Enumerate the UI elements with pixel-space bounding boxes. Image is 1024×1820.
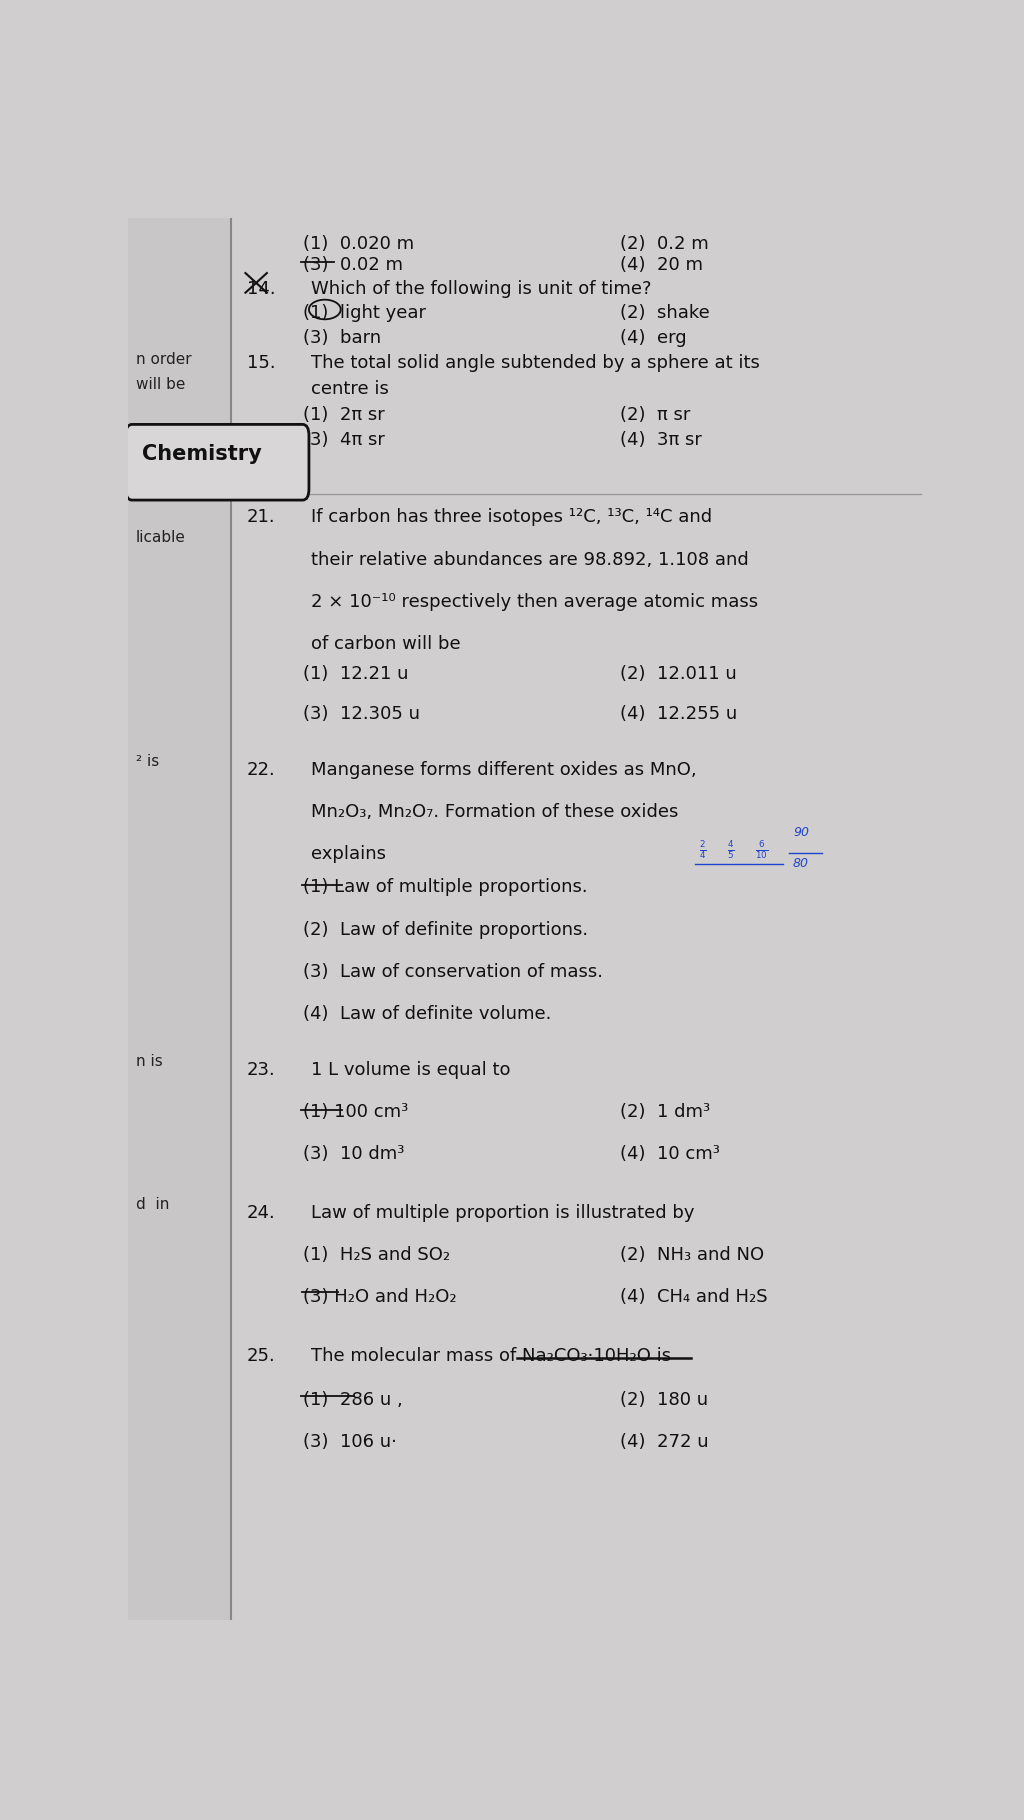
- Text: 21.: 21.: [247, 508, 275, 526]
- Text: (1)  2π sr: (1) 2π sr: [303, 406, 384, 424]
- Text: (1)  12.21 u: (1) 12.21 u: [303, 666, 409, 684]
- Text: (3)  4π sr: (3) 4π sr: [303, 431, 384, 450]
- Text: d  in: d in: [136, 1196, 169, 1212]
- Text: licable: licable: [136, 530, 185, 544]
- Text: (4)  10 cm³: (4) 10 cm³: [620, 1145, 720, 1163]
- Text: Mn₂O₃, Mn₂O₇. Formation of these oxides: Mn₂O₃, Mn₂O₇. Formation of these oxides: [310, 803, 678, 821]
- Text: centre is: centre is: [310, 380, 388, 397]
- Text: Law of multiple proportion is illustrated by: Law of multiple proportion is illustrate…: [310, 1203, 694, 1221]
- Text: of carbon will be: of carbon will be: [310, 635, 460, 653]
- Text: Manganese forms different oxides as MnO,: Manganese forms different oxides as MnO,: [310, 761, 696, 779]
- Text: $\frac{4}{5}$: $\frac{4}{5}$: [727, 839, 735, 861]
- Text: 1 L volume is equal to: 1 L volume is equal to: [310, 1061, 510, 1079]
- Text: ² is: ² is: [136, 753, 159, 768]
- Text: (1)  286 u ,: (1) 286 u ,: [303, 1390, 402, 1409]
- Text: 25.: 25.: [247, 1347, 275, 1365]
- Text: Chemistry: Chemistry: [142, 444, 262, 464]
- Text: (3)  0.02 m: (3) 0.02 m: [303, 257, 402, 275]
- Text: (4)  erg: (4) erg: [620, 329, 687, 348]
- Text: n is: n is: [136, 1054, 163, 1068]
- Text: Which of the following is unit of time?: Which of the following is unit of time?: [310, 280, 651, 298]
- Text: $\frac{2}{4}$: $\frac{2}{4}$: [699, 839, 707, 861]
- Text: (3)  106 u·: (3) 106 u·: [303, 1434, 396, 1451]
- Text: their relative abundances are 98.892, 1.108 and: their relative abundances are 98.892, 1.…: [310, 550, 749, 568]
- Text: 22.: 22.: [247, 761, 275, 779]
- Text: (1)  light year: (1) light year: [303, 304, 426, 322]
- Text: 2 × 10⁻¹⁰ respectively then average atomic mass: 2 × 10⁻¹⁰ respectively then average atom…: [310, 593, 758, 610]
- Text: (4)  20 m: (4) 20 m: [620, 257, 703, 275]
- Text: (4)  CH₄ and H₂S: (4) CH₄ and H₂S: [620, 1289, 768, 1305]
- Text: (4)  Law of definite volume.: (4) Law of definite volume.: [303, 1005, 551, 1023]
- Text: (3)  10 dm³: (3) 10 dm³: [303, 1145, 403, 1163]
- Text: (1) Law of multiple proportions.: (1) Law of multiple proportions.: [303, 879, 587, 897]
- Text: (2)  π sr: (2) π sr: [620, 406, 690, 424]
- Text: (1)  H₂S and SO₂: (1) H₂S and SO₂: [303, 1245, 450, 1263]
- Text: (3)  Law of conservation of mass.: (3) Law of conservation of mass.: [303, 963, 602, 981]
- Text: (2)  shake: (2) shake: [620, 304, 710, 322]
- Text: (1)  0.020 m: (1) 0.020 m: [303, 235, 414, 253]
- Text: n order: n order: [136, 351, 191, 366]
- Text: The molecular mass of Na₂CO₃·10H₂O is: The molecular mass of Na₂CO₃·10H₂O is: [310, 1347, 671, 1365]
- Text: (4)  3π sr: (4) 3π sr: [620, 431, 701, 450]
- Text: explains: explains: [310, 844, 385, 863]
- Text: (3)  barn: (3) barn: [303, 329, 381, 348]
- Text: (2)  0.2 m: (2) 0.2 m: [620, 235, 709, 253]
- Text: will be: will be: [136, 377, 185, 391]
- Text: (3)  12.305 u: (3) 12.305 u: [303, 704, 420, 723]
- Text: If carbon has three isotopes ¹²C, ¹³C, ¹⁴C and: If carbon has three isotopes ¹²C, ¹³C, ¹…: [310, 508, 712, 526]
- Text: 80: 80: [793, 857, 809, 870]
- Text: (2)  Law of definite proportions.: (2) Law of definite proportions.: [303, 921, 588, 939]
- Text: (2)  1 dm³: (2) 1 dm³: [620, 1103, 711, 1121]
- Text: (2)  12.011 u: (2) 12.011 u: [620, 666, 737, 684]
- Text: (4)  272 u: (4) 272 u: [620, 1434, 709, 1451]
- Text: (1) 100 cm³: (1) 100 cm³: [303, 1103, 408, 1121]
- Text: 15.: 15.: [247, 355, 275, 373]
- Text: 24.: 24.: [247, 1203, 275, 1221]
- Text: 23.: 23.: [247, 1061, 275, 1079]
- Text: (2)  NH₃ and NO: (2) NH₃ and NO: [620, 1245, 764, 1263]
- Bar: [128, 218, 231, 1620]
- FancyBboxPatch shape: [126, 424, 309, 500]
- Text: 90: 90: [793, 826, 809, 839]
- Text: $\frac{6}{10}$: $\frac{6}{10}$: [755, 839, 768, 861]
- Text: 14.: 14.: [247, 280, 275, 298]
- Text: The total solid angle subtended by a sphere at its: The total solid angle subtended by a sph…: [310, 355, 760, 373]
- Text: (2)  180 u: (2) 180 u: [620, 1390, 709, 1409]
- Text: (4)  12.255 u: (4) 12.255 u: [620, 704, 737, 723]
- Text: (3) H₂O and H₂O₂: (3) H₂O and H₂O₂: [303, 1289, 457, 1305]
